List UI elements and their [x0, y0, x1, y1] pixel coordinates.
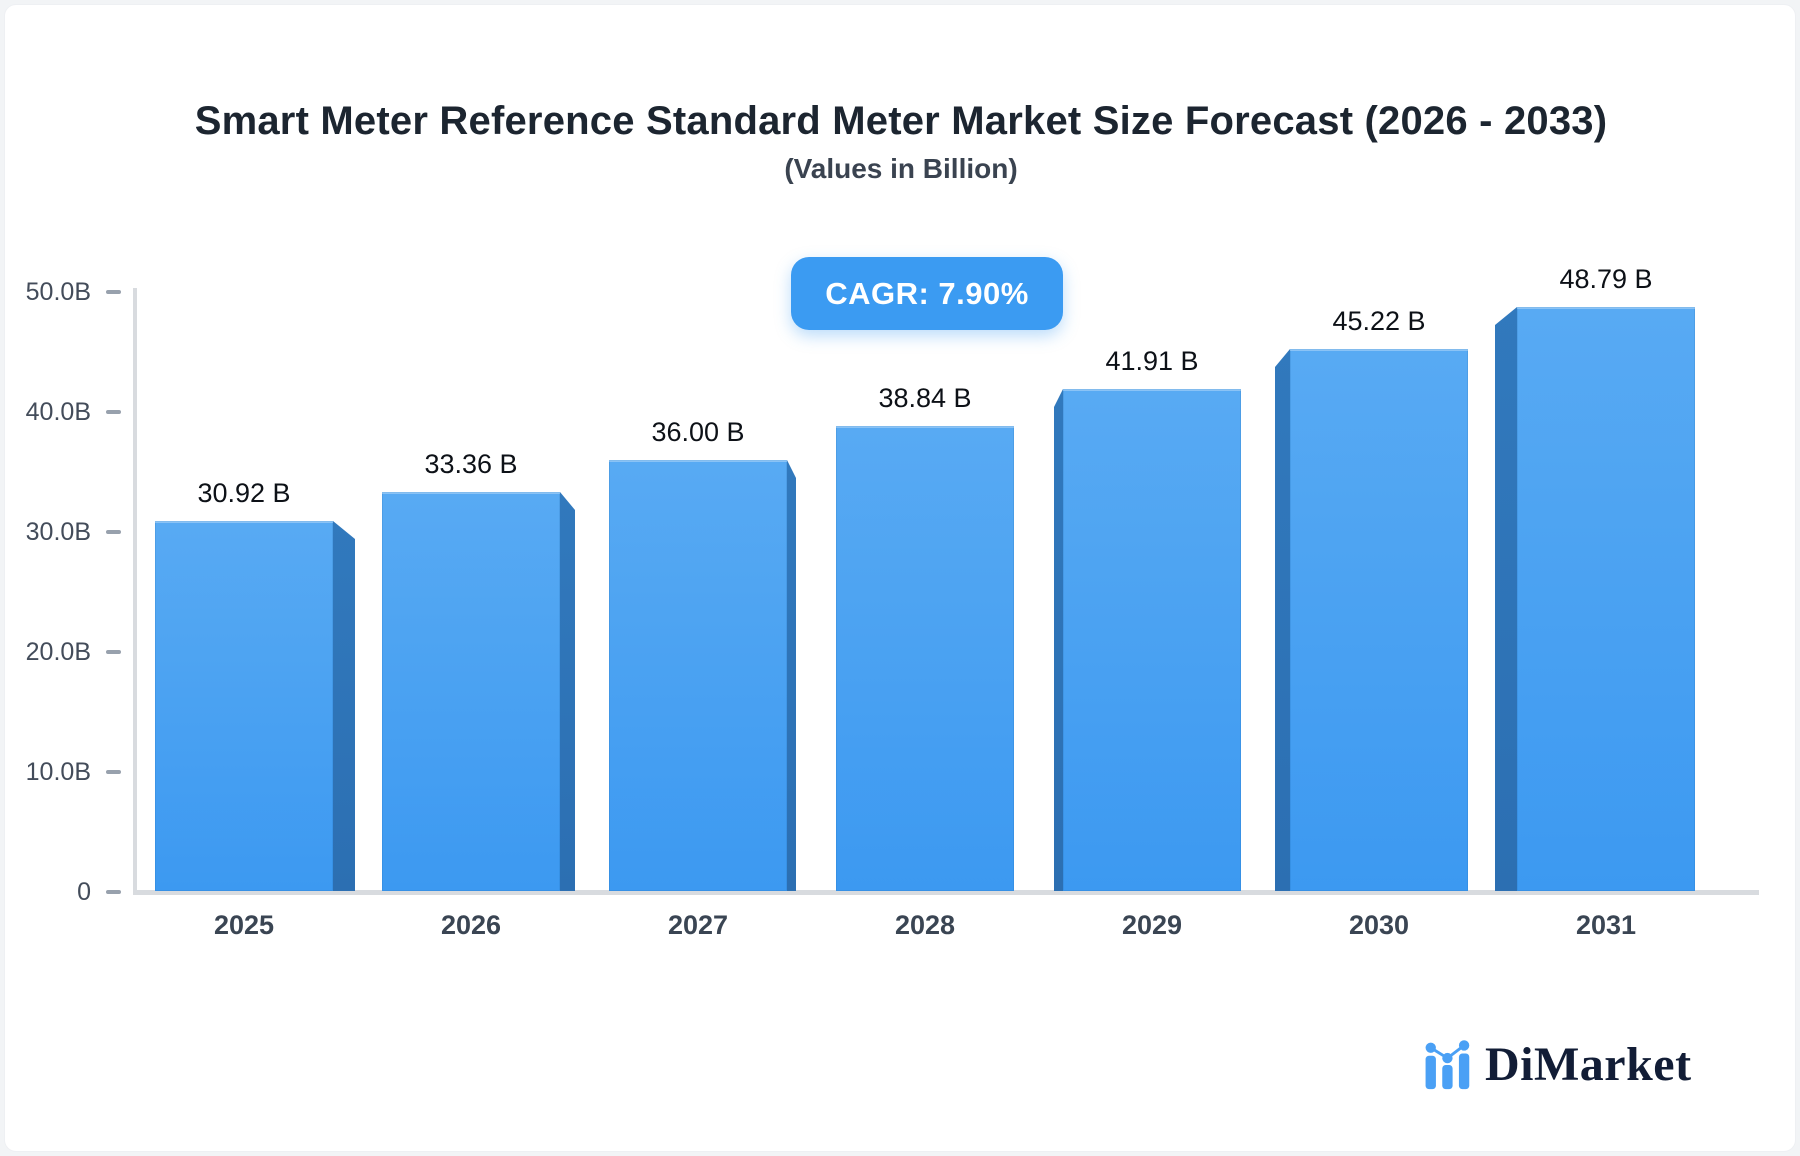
bar-2027 [609, 460, 787, 891]
bar-side-face-2026 [560, 492, 575, 891]
bar-side-face-2030 [1275, 349, 1290, 891]
bar-2025 [155, 521, 333, 891]
y-tick-label: 20.0B [25, 638, 91, 666]
bar-side-face-2025 [333, 521, 355, 891]
x-tick-label-2031: 2031 [1575, 910, 1637, 940]
bar-value-label-2026: 33.36 B [424, 449, 518, 479]
brand-logo: DiMarket [1425, 1037, 1692, 1092]
y-tick-mark [106, 890, 121, 894]
chart-card: Smart Meter Reference Standard Meter Mar… [4, 4, 1796, 1152]
bar-value-label-2029: 41.91 B [1105, 346, 1199, 376]
y-tick-mark [106, 290, 121, 294]
x-tick-label-2028: 2028 [894, 910, 956, 940]
y-tick-label: 30.0B [25, 518, 91, 546]
chart-title: Smart Meter Reference Standard Meter Mar… [194, 99, 1608, 143]
y-tick-label: 50.0B [25, 278, 91, 306]
y-tick-mark [106, 650, 121, 654]
bar-2028 [836, 426, 1014, 891]
x-tick-label-2027: 2027 [667, 910, 729, 940]
x-tick-label-2026: 2026 [440, 910, 502, 940]
bar-value-label-2025: 30.92 B [197, 478, 291, 508]
logo-bar-chart-icon [1425, 1039, 1470, 1089]
y-tick-label: 0 [77, 878, 91, 906]
y-tick-mark [106, 410, 121, 414]
y-tick-label: 10.0B [25, 758, 91, 786]
bar-2031 [1517, 307, 1695, 891]
cagr-badge: CAGR: 7.90% [791, 257, 1063, 330]
bar-value-label-2028: 38.84 B [878, 383, 972, 413]
bar-side-face-2031 [1495, 307, 1517, 891]
bar-value-label-2030: 45.22 B [1332, 306, 1426, 336]
bar-value-label-2031: 48.79 B [1559, 264, 1653, 294]
y-tick-label: 40.0B [25, 398, 91, 426]
bar-side-face-2029 [1054, 389, 1063, 891]
bar-2026 [382, 492, 560, 891]
x-axis-baseline [133, 890, 1759, 895]
x-tick-label-2029: 2029 [1121, 910, 1183, 940]
bar-2029 [1063, 389, 1241, 891]
y-axis-line [133, 288, 137, 894]
logo-text: DiMarket [1485, 1038, 1692, 1091]
x-tick-label-2030: 2030 [1348, 910, 1410, 940]
y-tick-mark [106, 530, 121, 534]
bar-side-face-2027 [787, 460, 796, 891]
bar-2030 [1290, 349, 1468, 891]
chart-subtitle: (Values in Billion) [784, 153, 1018, 184]
x-tick-label-2025: 2025 [213, 910, 275, 940]
y-tick-mark [106, 770, 121, 774]
bar-value-label-2027: 36.00 B [651, 417, 745, 447]
